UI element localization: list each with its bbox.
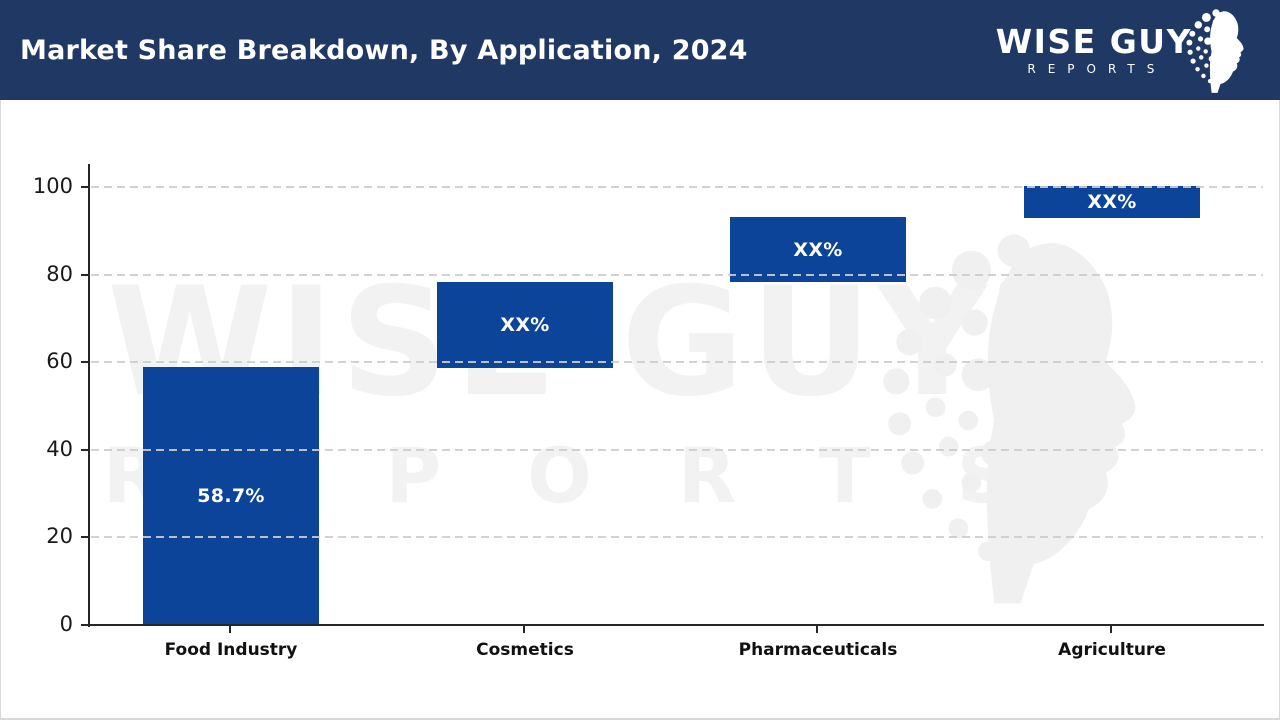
y-tick-label: 40: [46, 437, 73, 461]
x-tick: [523, 626, 525, 633]
logo-head-icon: [1186, 9, 1244, 93]
bar-value-label: XX%: [1087, 191, 1137, 213]
x-tick: [816, 626, 818, 633]
y-tick: [81, 361, 89, 363]
y-tick-label: 60: [46, 349, 73, 373]
y-tick: [81, 186, 89, 188]
gridline-40: [91, 449, 1263, 451]
logo-text: WISE GUY REPORTS: [996, 25, 1192, 76]
gridline-60: [91, 361, 1263, 363]
y-tick-label: 100: [32, 174, 73, 198]
x-tick: [1110, 626, 1112, 633]
watermark-head-icon: [883, 234, 1136, 604]
bar-value-label: XX%: [793, 238, 843, 261]
bar-value-label: XX%: [500, 314, 550, 336]
gridline-100: [91, 186, 1263, 188]
logo-wordmark: WISE GUY: [995, 21, 1192, 61]
y-tick: [81, 624, 89, 626]
bar-food-industry: 58.7%: [143, 367, 319, 625]
x-axis-label: Pharmaceuticals: [738, 640, 898, 660]
y-tick-label: 80: [46, 262, 73, 286]
gridline-80: [91, 274, 1263, 276]
chart-body: WISE GUY REPORTS 58.7% XX%: [0, 100, 1280, 720]
x-tick: [229, 626, 231, 633]
page-title: Market Share Breakdown, By Application, …: [20, 34, 748, 66]
x-axis-label: Agriculture: [1058, 640, 1166, 660]
bar-cosmetics: XX%: [437, 282, 613, 368]
header: Market Share Breakdown, By Application, …: [0, 0, 1280, 100]
gridline-20: [91, 536, 1263, 538]
y-tick: [81, 274, 89, 276]
x-axis-label: Cosmetics: [476, 640, 574, 660]
bar-value-label: 58.7%: [197, 485, 265, 507]
x-axis-line: [88, 624, 1264, 626]
y-tick: [81, 449, 89, 451]
y-tick: [81, 536, 89, 538]
bar-agriculture: XX%: [1024, 186, 1200, 218]
y-axis-line: [88, 164, 90, 627]
bar-pharmaceuticals: XX%: [730, 217, 906, 282]
brand-logo: WISE GUY REPORTS: [996, 4, 1256, 96]
logo-subtext: REPORTS: [1027, 61, 1167, 76]
y-tick-label: 20: [46, 524, 73, 548]
x-axis-label: Food Industry: [164, 640, 298, 660]
y-tick-label: 0: [59, 612, 73, 636]
